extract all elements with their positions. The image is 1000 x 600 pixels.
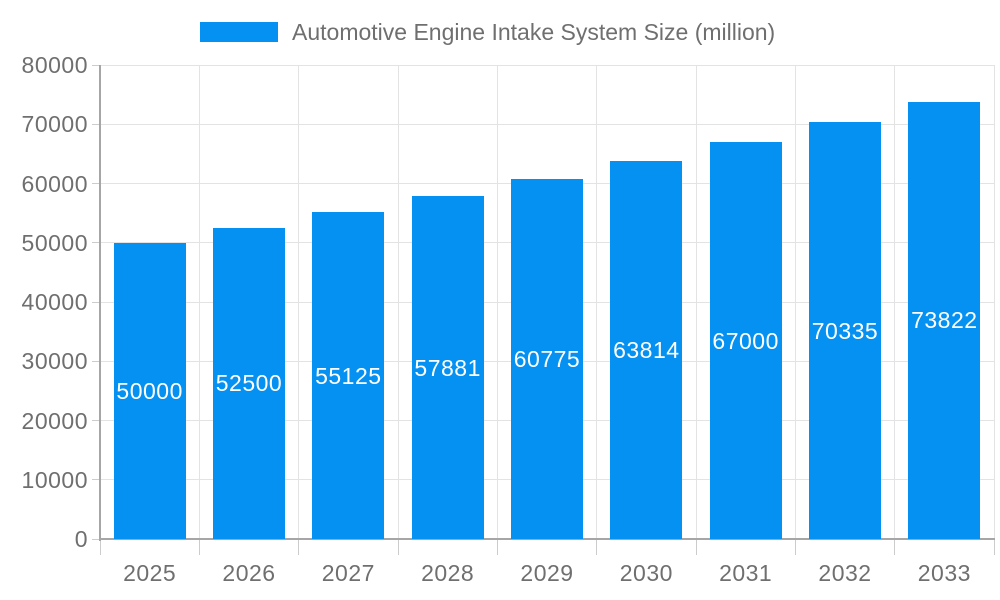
bar[interactable] — [113, 242, 186, 539]
x-gridline — [198, 65, 200, 539]
x-axis-tick-label: 2030 — [619, 560, 673, 586]
bar-value-label: 57881 — [414, 354, 481, 381]
x-gridline — [397, 65, 399, 539]
bar-value-label: 63814 — [613, 336, 680, 363]
bar-value-label: 73822 — [911, 307, 978, 334]
y-axis-tick — [92, 301, 100, 303]
y-axis-tick — [92, 64, 100, 66]
x-axis-tick — [794, 539, 796, 555]
bar[interactable] — [213, 227, 285, 539]
x-axis-tick — [298, 539, 300, 555]
y-axis-tick-label: 10000 — [21, 466, 88, 493]
x-axis-tick — [397, 539, 399, 555]
y-axis-tick — [92, 123, 100, 125]
x-axis-tick — [99, 539, 101, 555]
x-axis-tick — [198, 539, 200, 555]
x-axis-tick-label: 2032 — [818, 560, 872, 586]
x-gridline — [794, 65, 796, 539]
x-axis-tick — [695, 539, 697, 555]
x-gridline — [596, 65, 598, 539]
y-axis-tick — [92, 479, 100, 481]
y-axis-tick-label: 20000 — [21, 407, 88, 434]
bar-value-label: 70335 — [811, 317, 879, 344]
legend[interactable]: Automotive Engine Intake System Size (mi… — [200, 18, 775, 46]
y-axis-tick-label: 0 — [74, 526, 88, 552]
x-gridline — [298, 65, 300, 539]
y-axis-tick — [92, 420, 100, 421]
x-gridline — [496, 65, 498, 539]
bar-value-label: 52500 — [215, 370, 283, 397]
legend-swatch-icon — [200, 22, 278, 42]
y-axis-tick-label: 80000 — [21, 52, 88, 78]
bar-value-label: 67000 — [712, 327, 779, 354]
bar-value-label: 60775 — [513, 345, 581, 372]
bar-value-label: 55125 — [315, 362, 382, 389]
bar[interactable] — [411, 196, 484, 539]
legend-label: Automotive Engine Intake System Size (mi… — [292, 19, 776, 45]
y-axis-tick — [92, 183, 100, 184]
y-gridline — [100, 123, 994, 125]
y-axis-tick — [92, 242, 100, 244]
y-axis-tick-label: 70000 — [21, 111, 88, 138]
y-axis-tick — [92, 538, 100, 540]
bar[interactable] — [610, 160, 683, 539]
x-axis-tick-label: 2028 — [421, 560, 475, 586]
y-gridline — [100, 64, 994, 66]
y-axis-tick-label: 30000 — [21, 348, 88, 375]
x-gridline — [695, 65, 697, 539]
y-axis-tick-label: 50000 — [21, 229, 88, 256]
x-gridline — [894, 65, 896, 539]
x-axis-line — [99, 538, 995, 540]
x-gridline — [993, 65, 995, 539]
x-axis-tick-label: 2031 — [719, 560, 773, 586]
x-axis-tick — [496, 539, 498, 555]
x-axis-tick-label: 2033 — [917, 560, 971, 586]
x-axis-tick-label: 2027 — [321, 560, 375, 586]
y-axis-tick — [92, 360, 100, 362]
x-axis-tick-label: 2026 — [222, 560, 276, 586]
bar-value-label: 50000 — [116, 377, 183, 404]
x-axis-tick-label: 2029 — [520, 560, 574, 586]
bar[interactable] — [312, 212, 385, 539]
x-axis-tick — [894, 539, 896, 555]
y-axis-tick-label: 40000 — [21, 289, 88, 315]
x-axis-tick — [596, 539, 598, 555]
bar[interactable] — [511, 178, 583, 539]
x-axis-tick-label: 2025 — [123, 560, 177, 586]
y-axis-line — [99, 65, 101, 541]
bar[interactable] — [809, 122, 881, 539]
bar[interactable] — [908, 101, 981, 539]
bar[interactable] — [709, 142, 782, 539]
y-axis-tick-label: 60000 — [21, 170, 88, 197]
x-axis-tick — [993, 539, 995, 555]
